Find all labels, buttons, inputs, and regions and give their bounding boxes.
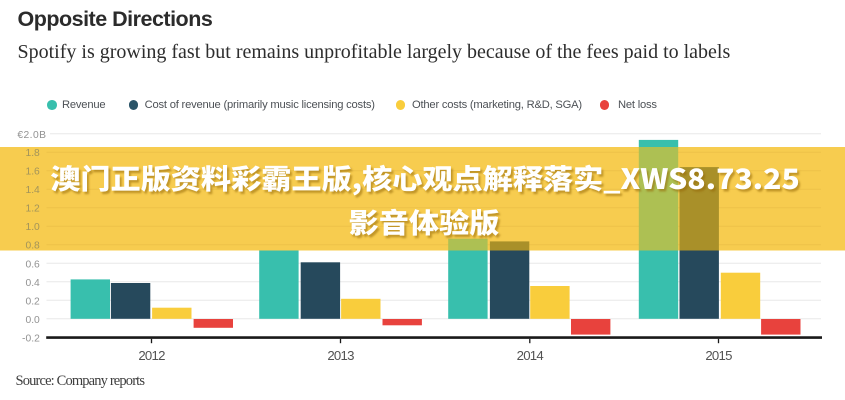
svg-text:0.0: 0.0 xyxy=(25,315,40,326)
svg-text:1.0: 1.0 xyxy=(25,222,40,233)
svg-text:0.4: 0.4 xyxy=(25,278,40,289)
svg-text:1.2: 1.2 xyxy=(25,203,40,214)
svg-text:€2.0B: €2.0B xyxy=(17,130,46,141)
svg-text:1.6: 1.6 xyxy=(25,166,40,177)
svg-text:1.4: 1.4 xyxy=(25,185,40,196)
svg-text:0.2: 0.2 xyxy=(25,296,40,307)
svg-text:0.8: 0.8 xyxy=(25,240,40,251)
svg-text:1.8: 1.8 xyxy=(25,148,40,159)
svg-text:-0.2: -0.2 xyxy=(22,333,40,344)
svg-text:0.6: 0.6 xyxy=(25,259,40,270)
